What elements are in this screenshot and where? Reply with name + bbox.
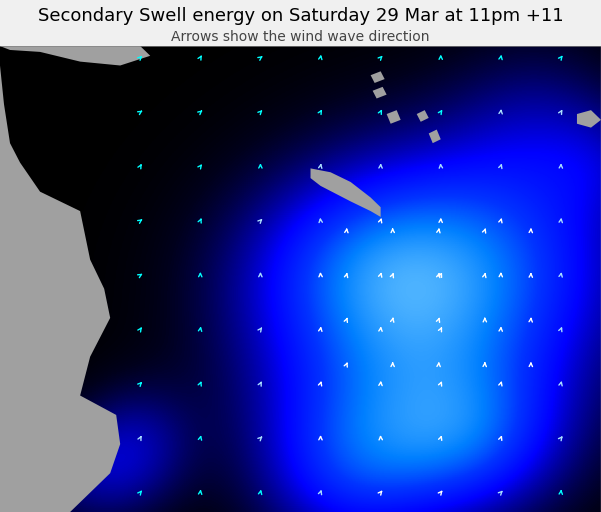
Text: Secondary Swell energy on Saturday 29 Mar at 11pm +11: Secondary Swell energy on Saturday 29 Ma…	[38, 7, 563, 25]
Text: Arrows show the wind wave direction: Arrows show the wind wave direction	[171, 30, 430, 44]
